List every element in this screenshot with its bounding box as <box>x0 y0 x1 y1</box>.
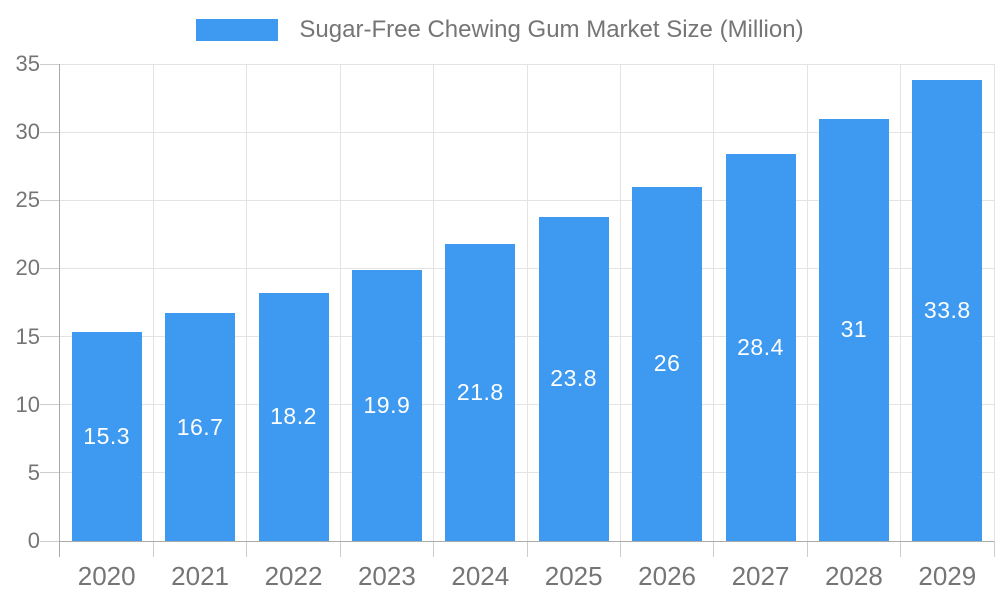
bar-2021[interactable]: 16.7 <box>165 313 236 541</box>
bar-2022[interactable]: 18.2 <box>258 292 329 541</box>
y-axis-label: 15 <box>15 323 40 349</box>
v-gridline <box>993 64 995 541</box>
x-tick-mark <box>619 541 621 557</box>
x-axis-label: 2024 <box>451 561 510 591</box>
v-gridline <box>619 64 621 541</box>
v-gridline <box>152 64 154 541</box>
x-axis-line <box>60 541 994 542</box>
x-axis-label: 2022 <box>264 561 323 591</box>
x-tick-mark <box>152 541 154 557</box>
y-tick-mark <box>40 267 60 269</box>
y-tick-mark <box>40 336 60 338</box>
bar-value-label: 16.7 <box>176 413 224 440</box>
y-axis-label: 10 <box>15 391 40 417</box>
y-tick-mark <box>40 131 60 133</box>
y-axis-line <box>59 64 60 557</box>
x-axis-label: 2020 <box>77 561 136 591</box>
x-axis-label: 2027 <box>731 561 790 591</box>
x-tick-mark <box>806 541 808 557</box>
x-axis-label: 2029 <box>918 561 977 591</box>
bar-value-label: 19.9 <box>363 391 411 418</box>
y-tick-mark <box>40 540 60 542</box>
x-tick-mark <box>339 541 341 557</box>
y-tick-mark <box>40 404 60 406</box>
x-axis-label: 2026 <box>638 561 697 591</box>
y-axis-label: 20 <box>15 255 40 281</box>
bar-value-label: 28.4 <box>737 333 784 360</box>
bar-2027[interactable]: 28.4 <box>725 153 796 541</box>
x-tick-mark <box>993 541 995 557</box>
bar-2020[interactable]: 15.3 <box>71 332 142 541</box>
y-tick-mark <box>40 199 60 201</box>
v-gridline <box>433 64 435 541</box>
y-axis-label: 30 <box>15 119 40 145</box>
y-axis-label: 5 <box>27 459 40 485</box>
bar-2026[interactable]: 26 <box>632 186 703 541</box>
y-tick-mark <box>40 63 60 65</box>
bar-value-label: 21.8 <box>456 378 504 405</box>
x-axis-label: 2021 <box>171 561 230 591</box>
v-gridline <box>713 64 715 541</box>
bar-value-label: 33.8 <box>923 297 971 324</box>
legend-swatch <box>196 19 279 41</box>
y-axis-label: 35 <box>15 51 40 76</box>
x-tick-mark <box>433 541 435 557</box>
v-gridline <box>526 64 528 541</box>
plot-area: 15.3 16.7 18.2 19.9 21.8 23.8 26 28.4 31 33.8 <box>60 63 995 541</box>
x-tick-mark <box>526 541 528 557</box>
x-tick-mark <box>900 541 902 557</box>
x-axis-label: 2025 <box>544 561 603 591</box>
bar-2025[interactable]: 23.8 <box>538 216 609 541</box>
bar-value-label: 15.3 <box>83 423 131 450</box>
v-gridline <box>339 64 341 541</box>
y-axis-label: 0 <box>27 528 40 553</box>
x-axis-label: 2023 <box>357 561 416 591</box>
bar-2023[interactable]: 19.9 <box>351 269 422 541</box>
v-gridline <box>246 64 248 541</box>
v-gridline <box>806 64 808 541</box>
bar-2028[interactable]: 31 <box>818 118 889 541</box>
y-tick-mark <box>40 472 60 474</box>
x-tick-mark <box>246 541 248 557</box>
x-tick-mark <box>713 541 715 557</box>
y-axis-label: 25 <box>15 187 40 213</box>
bar-value-label: 31 <box>840 316 868 343</box>
x-axis-label: 2028 <box>824 561 883 591</box>
bar-value-label: 23.8 <box>550 365 598 392</box>
bar-value-label: 26 <box>653 350 681 377</box>
legend-label: Sugar-Free Chewing Gum Market Size (Mill… <box>299 16 804 43</box>
legend-item[interactable]: Sugar-Free Chewing Gum Market Size (Mill… <box>0 15 1000 45</box>
bar-2024[interactable]: 21.8 <box>445 243 516 541</box>
v-gridline <box>900 64 902 541</box>
bar-2029[interactable]: 33.8 <box>912 80 983 541</box>
bar-value-label: 18.2 <box>270 403 317 430</box>
